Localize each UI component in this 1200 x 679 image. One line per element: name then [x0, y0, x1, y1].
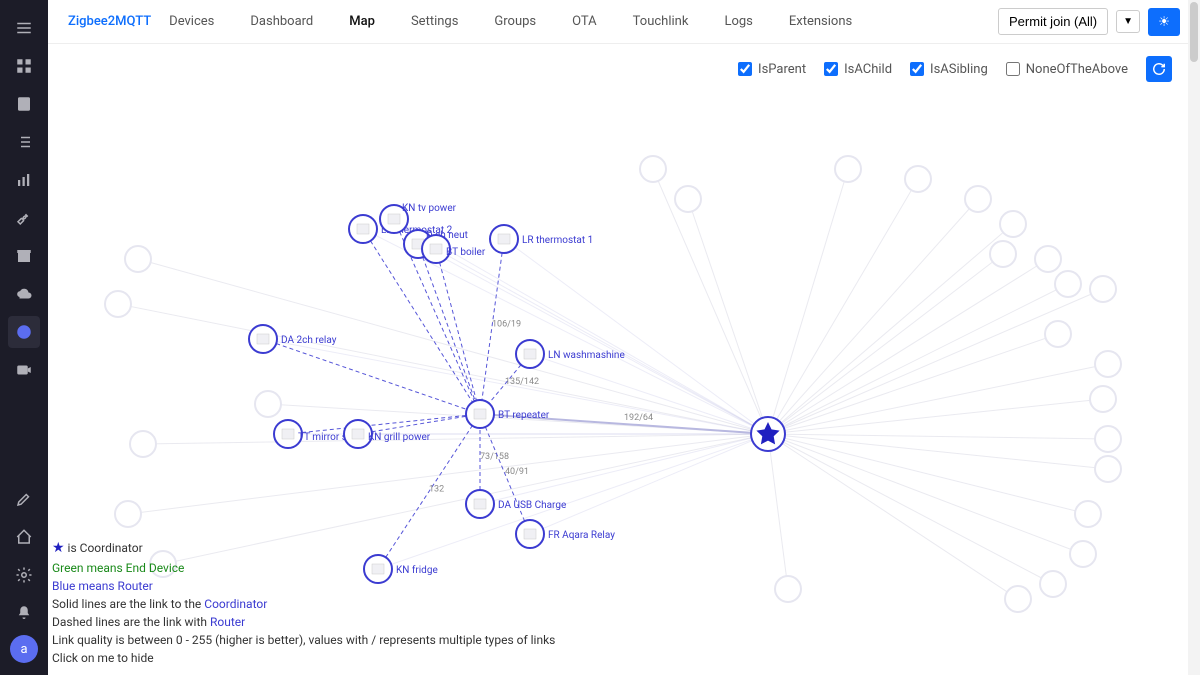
legend[interactable]: ★ is Coordinator Green means End Device …: [48, 538, 555, 667]
coordinator-node[interactable]: [751, 417, 785, 451]
list-icon[interactable]: [8, 126, 40, 158]
sidebar: a: [0, 0, 48, 675]
nav-groups[interactable]: Groups: [494, 14, 536, 29]
svg-text:132: 132: [429, 485, 444, 495]
svg-text:LN washmashine: LN washmashine: [548, 350, 625, 361]
wrench-icon[interactable]: [8, 202, 40, 234]
svg-text:DA USB Charge: DA USB Charge: [498, 500, 566, 511]
avatar[interactable]: a: [10, 635, 38, 663]
nav-dashboard[interactable]: Dashboard: [250, 14, 313, 29]
node-ln_wm[interactable]: LN washmashine: [516, 340, 625, 368]
edit-icon[interactable]: [8, 483, 40, 515]
bell-icon[interactable]: [8, 597, 40, 629]
person-icon[interactable]: [8, 88, 40, 120]
menu-icon[interactable]: [8, 12, 40, 44]
nav-devices[interactable]: Devices: [169, 14, 214, 29]
svg-text:BT repeater: BT repeater: [498, 410, 550, 421]
nav-touchlink[interactable]: Touchlink: [633, 14, 689, 29]
nav-extensions[interactable]: Extensions: [789, 14, 852, 29]
svg-text:DA 2ch relay: DA 2ch relay: [281, 335, 337, 346]
node-bt_rep[interactable]: BT repeater: [466, 400, 550, 428]
nav-map[interactable]: Map: [349, 14, 375, 29]
node-da_usb[interactable]: DA USB Charge: [466, 490, 566, 518]
permit-join-button[interactable]: Permit join (All): [998, 8, 1108, 35]
home-icon[interactable]: [8, 521, 40, 553]
topbar: Zigbee2MQTT Devices Dashboard Map Settings G…: [48, 0, 1200, 44]
brand[interactable]: Zigbee2MQTT: [68, 14, 151, 29]
cloud-icon[interactable]: [8, 278, 40, 310]
dashboard-icon[interactable]: [8, 50, 40, 82]
scrollbar[interactable]: [1188, 0, 1200, 675]
zigbee-icon[interactable]: [8, 316, 40, 348]
svg-text:KN tv power: KN tv power: [402, 203, 457, 214]
svg-text:KN grill power: KN grill power: [368, 432, 431, 443]
svg-text:73/158: 73/158: [480, 452, 509, 462]
nav-settings[interactable]: Settings: [411, 14, 458, 29]
store-icon[interactable]: [8, 240, 40, 272]
svg-text:LR thermostat 1: LR thermostat 1: [522, 235, 593, 246]
svg-text:BT boiler: BT boiler: [446, 247, 486, 258]
gear-icon[interactable]: [8, 559, 40, 591]
svg-text:192/64: 192/64: [624, 413, 653, 423]
node-kn_grill[interactable]: KN grill power: [344, 420, 431, 448]
scroll-thumb[interactable]: [1190, 2, 1198, 62]
chart-icon[interactable]: [8, 164, 40, 196]
svg-text:FR Aqara Relay: FR Aqara Relay: [548, 530, 615, 541]
theme-toggle-button[interactable]: ☀: [1148, 8, 1180, 36]
nav-logs[interactable]: Logs: [724, 14, 752, 29]
svg-text:106/19: 106/19: [492, 320, 521, 330]
video-icon[interactable]: [8, 354, 40, 386]
node-lr_th1[interactable]: LR thermostat 1: [490, 225, 593, 253]
svg-text:40/91: 40/91: [505, 467, 529, 477]
permit-join-dropdown[interactable]: ▼: [1116, 10, 1140, 33]
nav-ota[interactable]: OTA: [572, 14, 597, 29]
